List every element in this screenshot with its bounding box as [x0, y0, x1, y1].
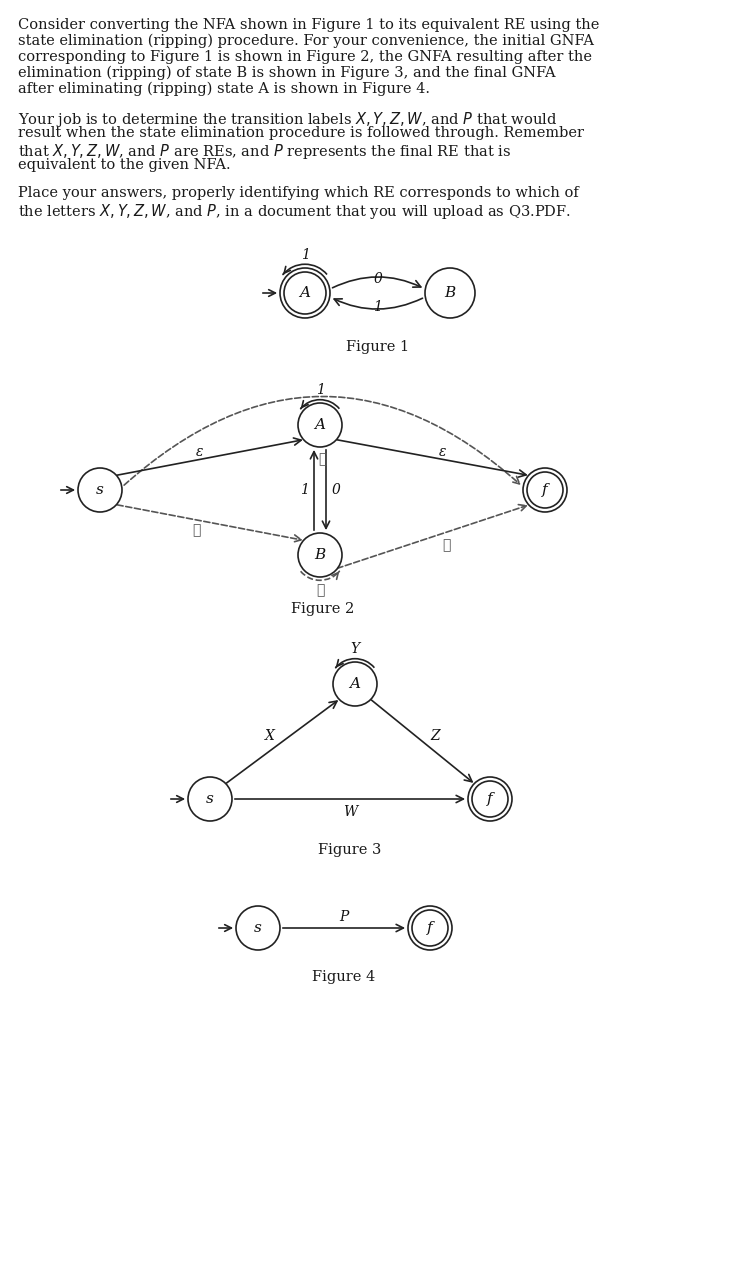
Text: Z: Z: [431, 729, 441, 743]
Text: ∅: ∅: [318, 452, 326, 466]
Circle shape: [298, 404, 342, 447]
FancyArrowPatch shape: [117, 438, 301, 475]
FancyArrowPatch shape: [334, 299, 423, 309]
Text: s: s: [206, 792, 214, 806]
Text: s: s: [96, 483, 104, 497]
Text: s: s: [254, 921, 262, 935]
Text: 1: 1: [301, 248, 309, 262]
FancyArrowPatch shape: [332, 277, 421, 287]
Text: f: f: [427, 921, 433, 935]
Text: 0: 0: [373, 272, 382, 286]
Text: state elimination (ripping) procedure. For your convenience, the initial GNFA: state elimination (ripping) procedure. F…: [18, 34, 594, 49]
FancyArrowPatch shape: [283, 925, 403, 932]
Text: the letters $X, Y, Z, W$, and $P$, in a document that you will upload as Q3.PDF.: the letters $X, Y, Z, W$, and $P$, in a …: [18, 202, 571, 221]
Text: Y: Y: [350, 642, 359, 656]
Circle shape: [468, 776, 512, 821]
Circle shape: [78, 467, 122, 512]
Text: 1: 1: [373, 300, 382, 314]
Text: Figure 3: Figure 3: [318, 843, 382, 857]
Text: X: X: [265, 729, 274, 743]
FancyArrowPatch shape: [235, 796, 463, 803]
Text: f: f: [487, 792, 493, 806]
Circle shape: [408, 905, 452, 950]
FancyArrowPatch shape: [117, 504, 301, 541]
Text: W: W: [343, 805, 357, 819]
Text: Your job is to determine the transition labels $X, Y, Z, W$, and $P$ that would: Your job is to determine the transition …: [18, 110, 557, 129]
FancyArrowPatch shape: [323, 450, 329, 529]
Text: Figure 4: Figure 4: [312, 971, 376, 985]
Text: after eliminating (ripping) state A is shown in Figure 4.: after eliminating (ripping) state A is s…: [18, 82, 430, 96]
Circle shape: [280, 268, 330, 318]
Circle shape: [236, 905, 280, 950]
FancyArrowPatch shape: [124, 396, 520, 485]
Text: that $X, Y, Z, W$, and $P$ are REs, and $P$ represents the final RE that is: that $X, Y, Z, W$, and $P$ are REs, and …: [18, 142, 511, 161]
Text: B: B: [444, 286, 456, 300]
Text: ∅: ∅: [442, 538, 450, 552]
Text: result when the state elimination procedure is followed through. Remember: result when the state elimination proced…: [18, 126, 584, 140]
Circle shape: [298, 533, 342, 577]
Text: A: A: [350, 677, 360, 691]
Circle shape: [523, 467, 567, 512]
Text: Place your answers, properly identifying which RE corresponds to which of: Place your answers, properly identifying…: [18, 186, 579, 200]
FancyArrowPatch shape: [337, 439, 526, 478]
Text: 1: 1: [299, 483, 308, 497]
FancyArrowPatch shape: [226, 701, 337, 783]
Text: P: P: [339, 911, 349, 925]
Text: ε: ε: [196, 444, 204, 458]
Text: Figure 2: Figure 2: [291, 601, 354, 616]
Text: corresponding to Figure 1 is shown in Figure 2, the GNFA resulting after the: corresponding to Figure 1 is shown in Fi…: [18, 50, 592, 64]
Text: A: A: [314, 418, 326, 432]
Text: 0: 0: [332, 483, 341, 497]
Text: B: B: [314, 548, 326, 562]
Text: Figure 1: Figure 1: [346, 340, 409, 354]
FancyArrowPatch shape: [337, 504, 526, 568]
Text: ∅: ∅: [192, 524, 200, 538]
Text: ∅: ∅: [316, 584, 324, 598]
Circle shape: [425, 268, 475, 318]
Text: equivalent to the given NFA.: equivalent to the given NFA.: [18, 158, 231, 172]
Circle shape: [333, 661, 377, 706]
FancyArrowPatch shape: [311, 452, 317, 530]
Text: f: f: [542, 483, 547, 497]
FancyArrowPatch shape: [371, 700, 472, 782]
Text: ε: ε: [438, 444, 446, 458]
Text: 1: 1: [316, 383, 324, 397]
Text: elimination (ripping) of state B is shown in Figure 3, and the final GNFA: elimination (ripping) of state B is show…: [18, 66, 556, 80]
Text: Consider converting the NFA shown in Figure 1 to its equivalent RE using the: Consider converting the NFA shown in Fig…: [18, 18, 599, 32]
Text: A: A: [299, 286, 311, 300]
Circle shape: [188, 776, 232, 821]
